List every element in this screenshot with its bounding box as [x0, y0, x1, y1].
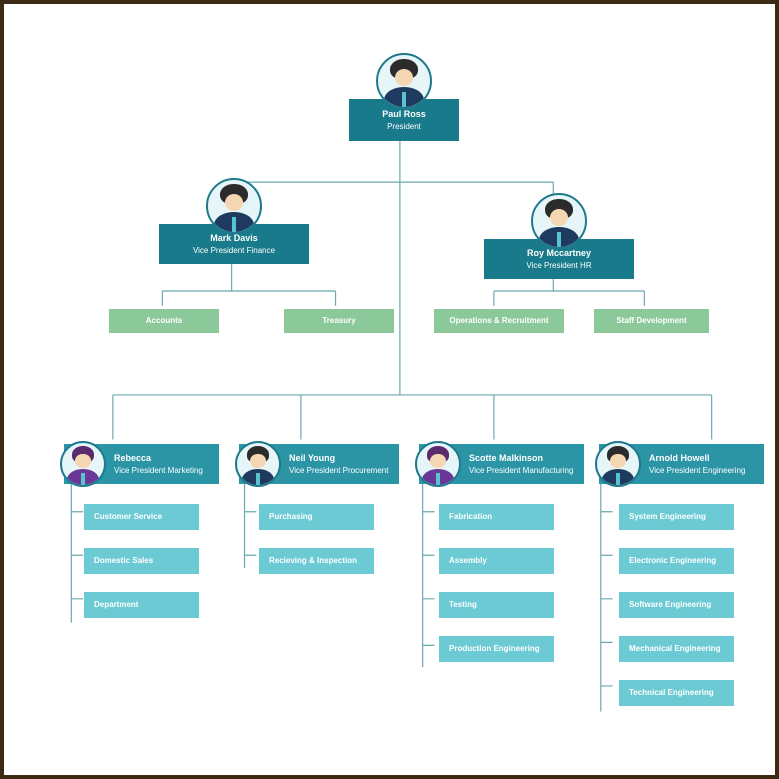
person-node: Paul Ross President: [349, 53, 459, 141]
person-name: Rebecca: [114, 453, 151, 464]
person-role: Vice President HR: [526, 261, 591, 271]
avatar-icon: [595, 441, 641, 487]
sub-dept-box: Assembly: [439, 548, 554, 574]
sub-dept-box: Customer Service: [84, 504, 199, 530]
avatar-icon: [376, 53, 432, 109]
person-name: Mark Davis: [210, 233, 258, 244]
sub-dept-box: System Engineering: [619, 504, 734, 530]
person-name: Scotte Malkinson: [469, 453, 543, 464]
person-role: Vice President Engineering: [649, 466, 745, 476]
person-role: President: [387, 122, 421, 132]
person-name: Arnold Howell: [649, 453, 710, 464]
dept-box: Staff Development: [594, 309, 709, 333]
person-node: Neil Young Vice President Procurement: [239, 444, 399, 484]
person-name: Roy Mccartney: [527, 248, 591, 259]
avatar-icon: [60, 441, 106, 487]
sub-dept-box: Production Engineering: [439, 636, 554, 662]
sub-dept-box: Mechanical Engineering: [619, 636, 734, 662]
dept-box: Accounts: [109, 309, 219, 333]
avatar-icon: [415, 441, 461, 487]
person-role: Vice President Marketing: [114, 466, 203, 476]
sub-dept-box: Software Engineering: [619, 592, 734, 618]
person-role: Vice President Finance: [193, 246, 275, 256]
dept-box: Treasury: [284, 309, 394, 333]
person-name: Neil Young: [289, 453, 335, 464]
person-label: Rebecca Vice President Marketing: [64, 444, 219, 484]
sub-dept-box: Recieving & Inspection: [259, 548, 374, 574]
person-role: Vice President Manufacturing: [469, 466, 573, 476]
sub-dept-box: Technical Engineering: [619, 680, 734, 706]
org-chart: Paul Ross President Mark Davis Vice Presid…: [4, 4, 775, 775]
person-node: Mark Davis Vice President Finance: [159, 178, 309, 264]
person-label: Scotte Malkinson Vice President Manufactu…: [419, 444, 584, 484]
person-name: Paul Ross: [382, 109, 426, 120]
avatar-icon: [206, 178, 262, 234]
person-node: Arnold Howell Vice President Engineering: [599, 444, 764, 484]
sub-dept-box: Testing: [439, 592, 554, 618]
avatar-icon: [235, 441, 281, 487]
person-role: Vice President Procurement: [289, 466, 388, 476]
person-label: Neil Young Vice President Procurement: [239, 444, 399, 484]
sub-dept-box: Purchasing: [259, 504, 374, 530]
avatar-icon: [531, 193, 587, 249]
sub-dept-box: Fabrication: [439, 504, 554, 530]
person-node: Roy Mccartney Vice President HR: [484, 193, 634, 279]
dept-box: Operations & Recruitment: [434, 309, 564, 333]
person-label: Arnold Howell Vice President Engineering: [599, 444, 764, 484]
sub-dept-box: Department: [84, 592, 199, 618]
sub-dept-box: Electronic Engineering: [619, 548, 734, 574]
person-node: Rebecca Vice President Marketing: [64, 444, 219, 484]
sub-dept-box: Domestic Sales: [84, 548, 199, 574]
person-node: Scotte Malkinson Vice President Manufactu…: [419, 444, 584, 484]
